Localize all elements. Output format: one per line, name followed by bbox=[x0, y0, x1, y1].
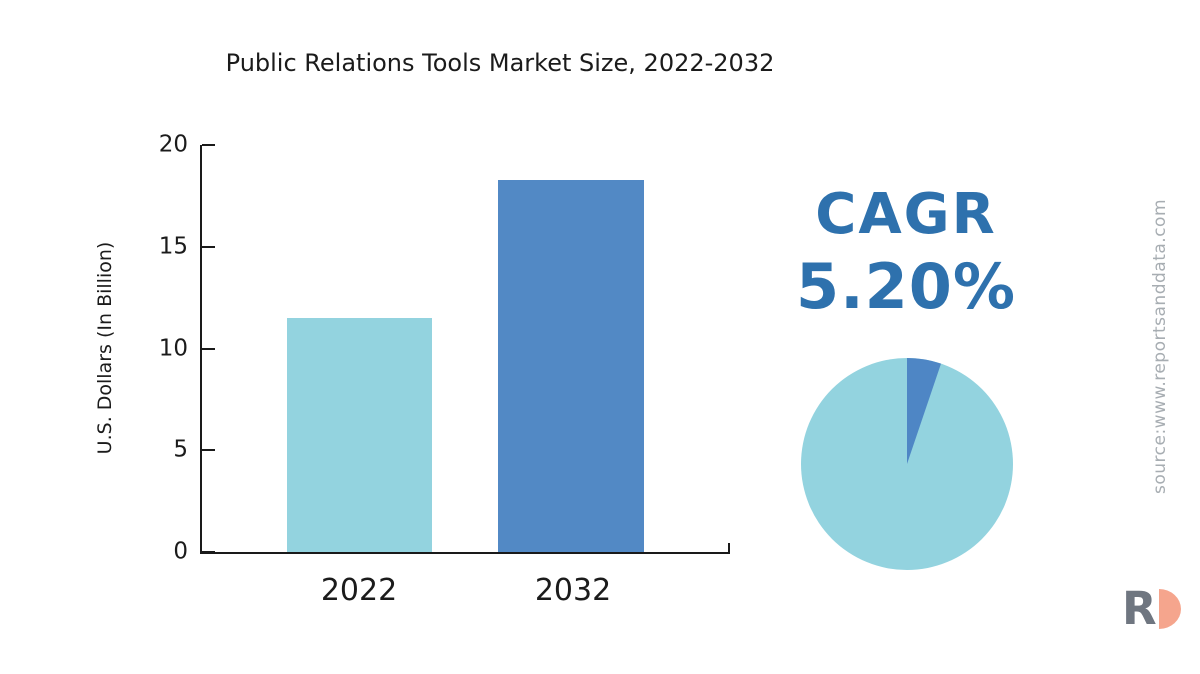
y-axis-tick bbox=[202, 449, 215, 452]
y-tick-label: 15 bbox=[158, 233, 188, 260]
y-axis-tick bbox=[202, 551, 215, 553]
cagr-block: CAGR 5.20% bbox=[750, 186, 1062, 318]
y-tick-label: 20 bbox=[158, 131, 188, 158]
pie-chart bbox=[801, 358, 1013, 570]
x-tick-label-2022: 2022 bbox=[320, 573, 398, 608]
bar-plot-area: 2022 2032 0 5 10 15 20 bbox=[159, 133, 730, 606]
chart-title: Public Relations Tools Market Size, 2022… bbox=[225, 49, 775, 77]
x-tick-label-2032: 2032 bbox=[534, 573, 612, 608]
y-tick-label: 5 bbox=[173, 436, 188, 463]
source-watermark: source:www.reportsanddata.com bbox=[1150, 199, 1170, 494]
y-axis-tick bbox=[202, 347, 215, 350]
y-tick-label: 10 bbox=[158, 335, 188, 361]
y-axis-tick bbox=[202, 144, 215, 146]
cagr-value: 5.20% bbox=[795, 250, 1017, 324]
logo-letter-r: R bbox=[1122, 582, 1157, 635]
cagr-label: CAGR bbox=[815, 182, 997, 247]
brand-logo: R bbox=[1122, 582, 1181, 635]
bar-2022 bbox=[287, 317, 432, 552]
y-tick-label: 0 bbox=[173, 538, 188, 565]
pie-chart-svg bbox=[801, 358, 1013, 570]
bar-2032 bbox=[498, 179, 644, 552]
y-axis-tick bbox=[202, 245, 215, 248]
pie-cagr-slice bbox=[907, 358, 942, 464]
x-axis-end-tick bbox=[728, 543, 730, 552]
y-axis-label: U.S. Dollars (In Billion) bbox=[94, 241, 116, 455]
logo-d-shape bbox=[1158, 589, 1181, 629]
